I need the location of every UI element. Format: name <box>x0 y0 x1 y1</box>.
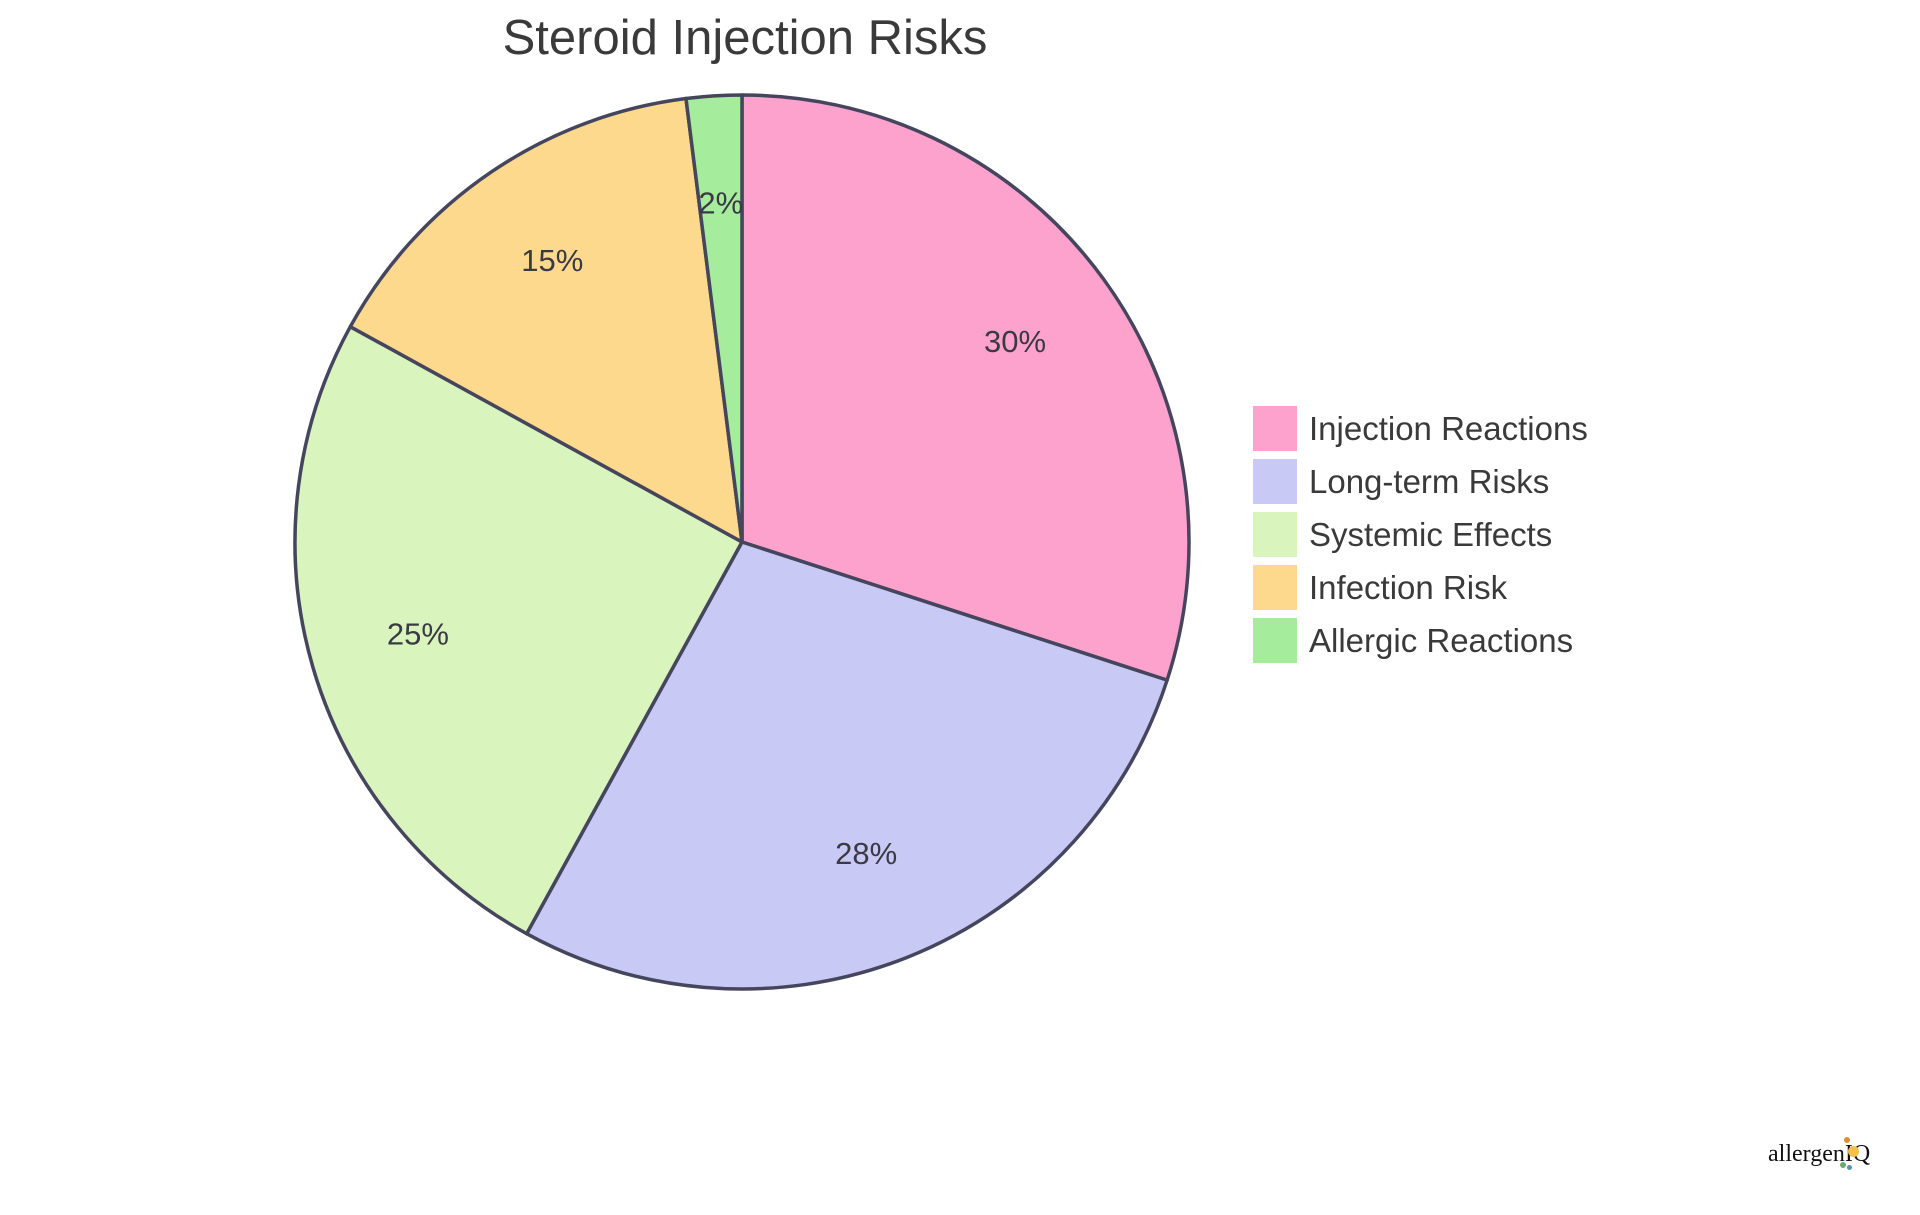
pie-slice-injection-reactions <box>740 93 1191 682</box>
pie-slice-long-term-risks <box>524 540 1169 991</box>
percent-label: 28% <box>835 836 897 871</box>
pie-slice-allergic-reactions <box>684 93 744 544</box>
pie-slice-infection-risk <box>348 96 744 544</box>
watermark-dot-orange-icon <box>1844 1137 1850 1143</box>
legend-swatch-systemic-effects <box>1253 512 1297 557</box>
legend-item: Injection Reactions <box>1253 406 1588 451</box>
chart-title: Steroid Injection Risks <box>502 11 988 65</box>
legend-label: Systemic Effects <box>1309 515 1553 553</box>
percent-label: 15% <box>521 243 583 278</box>
watermark-dot-teal-icon <box>1847 1165 1852 1170</box>
pie-slice-systemic-effects <box>293 324 744 936</box>
percent-label: 30% <box>984 324 1046 359</box>
legend-item: Systemic Effects <box>1253 512 1588 557</box>
legend-swatch-long-term-risks <box>1253 459 1297 504</box>
watermark-dot-green-icon <box>1840 1162 1846 1168</box>
legend-label: Long-term Risks <box>1309 462 1550 500</box>
legend: Injection Reactions Long-term Risks Syst… <box>1253 406 1588 671</box>
legend-label: Injection Reactions <box>1309 409 1588 447</box>
legend-item: Long-term Risks <box>1253 459 1588 504</box>
watermark: allergenIQ <box>1768 1137 1878 1186</box>
legend-swatch-allergic-reactions <box>1253 618 1297 663</box>
legend-swatch-injection-reactions <box>1253 406 1297 451</box>
percent-label: 2% <box>698 185 743 220</box>
watermark-dot-gold-icon <box>1848 1146 1859 1157</box>
legend-label: Infection Risk <box>1309 568 1508 606</box>
legend-item: Infection Risk <box>1253 565 1588 610</box>
legend-item: Allergic Reactions <box>1253 618 1588 663</box>
legend-label: Allergic Reactions <box>1309 621 1574 659</box>
percent-label: 25% <box>387 616 449 651</box>
legend-swatch-infection-risk <box>1253 565 1297 610</box>
